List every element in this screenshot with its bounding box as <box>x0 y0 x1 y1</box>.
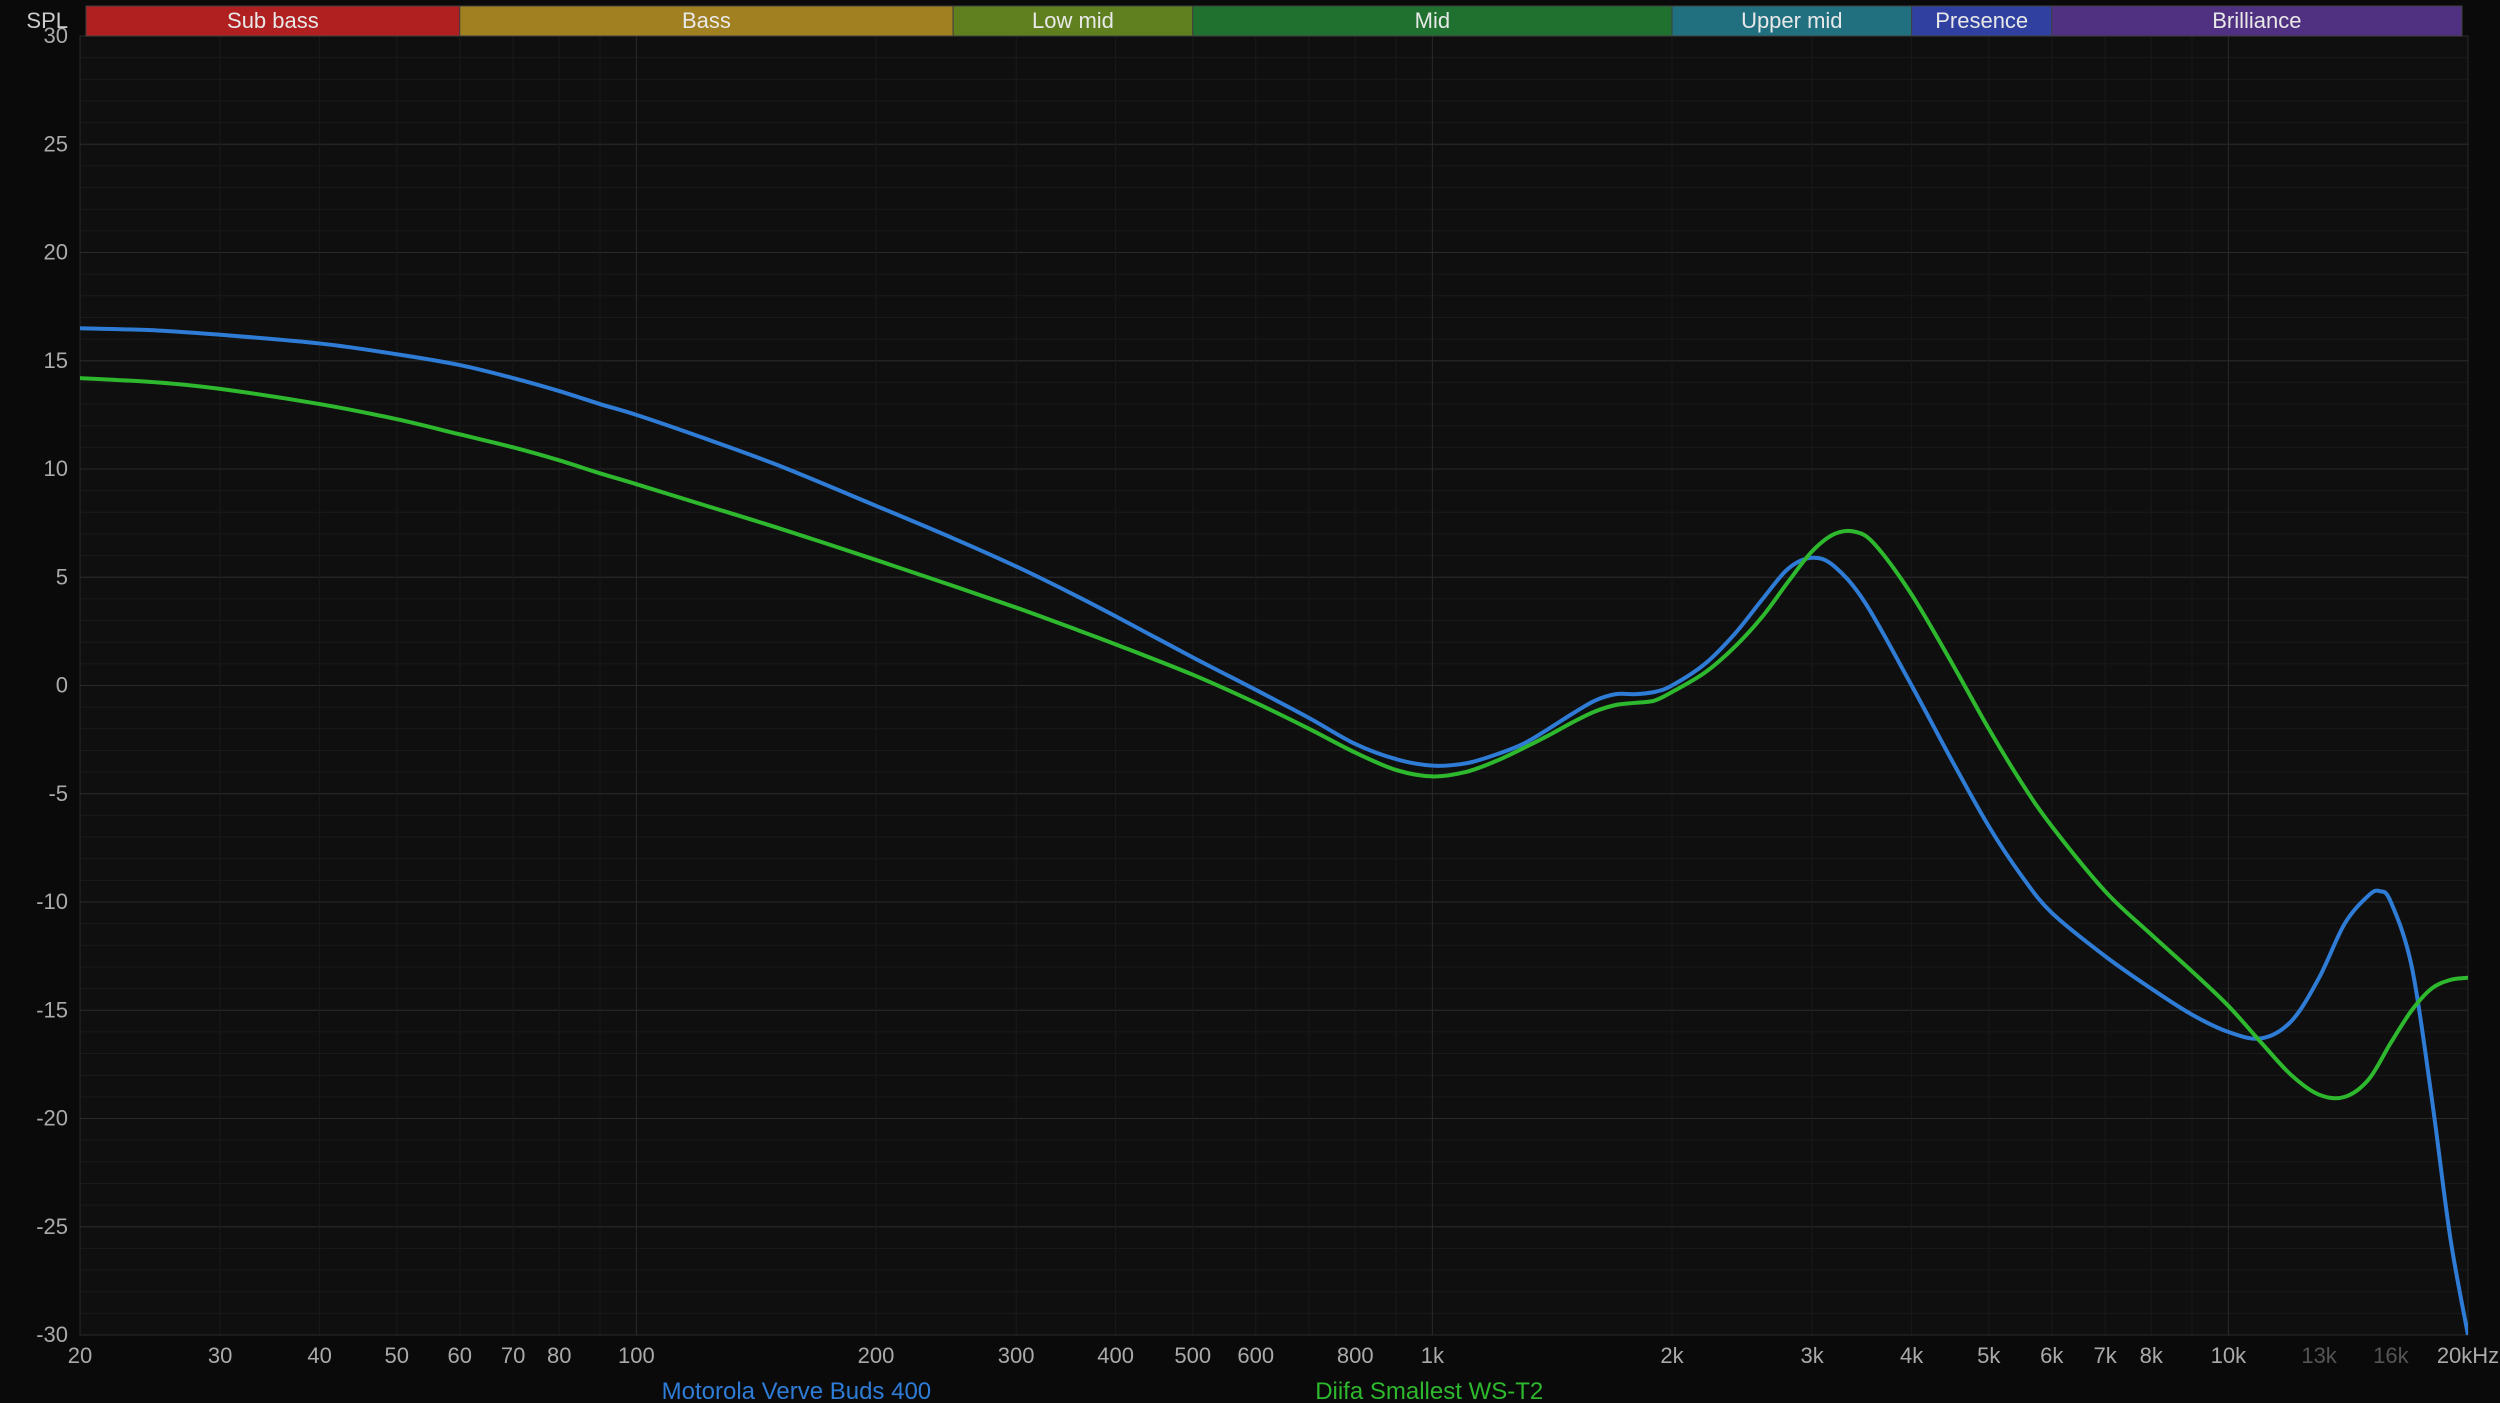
x-tick-label: 7k <box>2093 1343 2117 1368</box>
x-tick-label: 16k <box>2373 1343 2409 1368</box>
x-tick-label: 13k <box>2301 1343 2337 1368</box>
x-tick-label: 60 <box>448 1343 472 1368</box>
y-tick-label: 20 <box>44 240 68 265</box>
y-tick-label: 25 <box>44 131 68 156</box>
x-tick-label: 40 <box>307 1343 331 1368</box>
x-tick-label: 1k <box>1421 1343 1445 1368</box>
x-tick-label: 20 <box>68 1343 92 1368</box>
x-tick-label: 3k <box>1801 1343 1825 1368</box>
x-tick-label: 30 <box>208 1343 232 1368</box>
y-tick-label: 10 <box>44 456 68 481</box>
x-tick-label: 6k <box>2040 1343 2064 1368</box>
x-tick-label: 400 <box>1097 1343 1134 1368</box>
y-tick-label: -5 <box>48 781 68 806</box>
band-label: Presence <box>1935 8 2028 33</box>
x-tick-label: 500 <box>1174 1343 1211 1368</box>
band-label: Upper mid <box>1741 8 1842 33</box>
x-tick-label: 70 <box>501 1343 525 1368</box>
y-tick-label: -15 <box>36 997 68 1022</box>
band-label: Mid <box>1415 8 1450 33</box>
x-tick-label: 4k <box>1900 1343 1924 1368</box>
x-tick-label: 200 <box>858 1343 895 1368</box>
x-tick-label: 800 <box>1337 1343 1374 1368</box>
y-tick-label: 15 <box>44 348 68 373</box>
chart-svg: Sub bass Bass Low mid Mid Upper mid Presence B… <box>0 0 2500 1403</box>
x-tick-label: 100 <box>618 1343 655 1368</box>
band-label: Low mid <box>1032 8 1114 33</box>
x-tick-label: 600 <box>1237 1343 1274 1368</box>
band-label: Sub bass <box>227 8 319 33</box>
legend-item: Diifa Smallest WS-T2 <box>1315 1378 1543 1403</box>
frequency-bands: Sub bass Bass Low mid Mid Upper mid Presence B… <box>86 6 2462 36</box>
x-tick-label: 20kHz <box>2437 1343 2499 1368</box>
x-tick-label: 2k <box>1660 1343 1684 1368</box>
x-tick-label: 50 <box>385 1343 409 1368</box>
grid <box>80 36 2468 1335</box>
x-tick-label: 5k <box>1977 1343 2001 1368</box>
frequency-response-chart: Sub bass Bass Low mid Mid Upper mid Presence B… <box>0 0 2500 1403</box>
band-label: Bass <box>682 8 731 33</box>
y-tick-label: -30 <box>36 1322 68 1347</box>
legend-item: Motorola Verve Buds 400 <box>662 1378 932 1403</box>
y-tick-label: -10 <box>36 889 68 914</box>
band-label: Brilliance <box>2212 8 2301 33</box>
x-tick-label: 10k <box>2211 1343 2247 1368</box>
x-tick-label: 8k <box>2140 1343 2164 1368</box>
x-tick-label: 300 <box>998 1343 1035 1368</box>
y-tick-label: -25 <box>36 1214 68 1239</box>
y-tick-label: -20 <box>36 1106 68 1131</box>
y-tick-label: 5 <box>56 564 68 589</box>
y-axis-title: SPL <box>26 8 68 33</box>
y-tick-label: 0 <box>56 673 68 698</box>
x-tick-label: 80 <box>547 1343 571 1368</box>
